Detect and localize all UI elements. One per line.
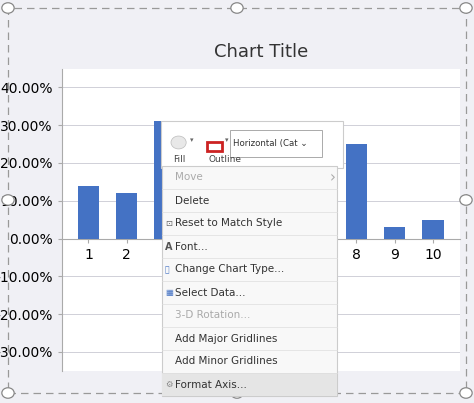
Bar — [308, 239, 328, 314]
Bar — [193, 239, 214, 253]
Title: Chart Title: Chart Title — [214, 44, 308, 61]
Text: Horizontal (Cat ⌄: Horizontal (Cat ⌄ — [233, 139, 308, 148]
Text: Move: Move — [175, 172, 203, 183]
Bar — [384, 227, 405, 239]
Bar — [78, 186, 99, 239]
Text: A: A — [165, 241, 173, 251]
Bar — [346, 144, 367, 239]
Text: Delete: Delete — [175, 195, 210, 206]
Text: ▾: ▾ — [190, 137, 193, 143]
Text: Add Minor Gridlines: Add Minor Gridlines — [175, 357, 278, 366]
Text: Outline: Outline — [209, 155, 241, 164]
Bar — [269, 144, 291, 239]
Text: Reset to Match Style: Reset to Match Style — [175, 218, 283, 229]
Text: ›: › — [330, 170, 336, 185]
Bar — [116, 193, 137, 239]
Text: Font...: Font... — [175, 241, 208, 251]
Text: ▦: ▦ — [165, 288, 173, 297]
Text: Format Axis...: Format Axis... — [175, 380, 247, 390]
Text: Add Major Gridlines: Add Major Gridlines — [175, 334, 278, 343]
Text: ⚙: ⚙ — [165, 380, 173, 389]
Text: Select Data...: Select Data... — [175, 287, 246, 297]
Text: ⊡: ⊡ — [165, 219, 172, 228]
Bar — [422, 220, 444, 239]
Text: ▾: ▾ — [225, 137, 228, 143]
Text: Fill: Fill — [173, 155, 185, 164]
Bar — [155, 121, 175, 239]
Text: 3-D Rotation...: 3-D Rotation... — [175, 310, 251, 320]
Text: 📊: 📊 — [165, 265, 170, 274]
Text: Change Chart Type...: Change Chart Type... — [175, 264, 284, 274]
